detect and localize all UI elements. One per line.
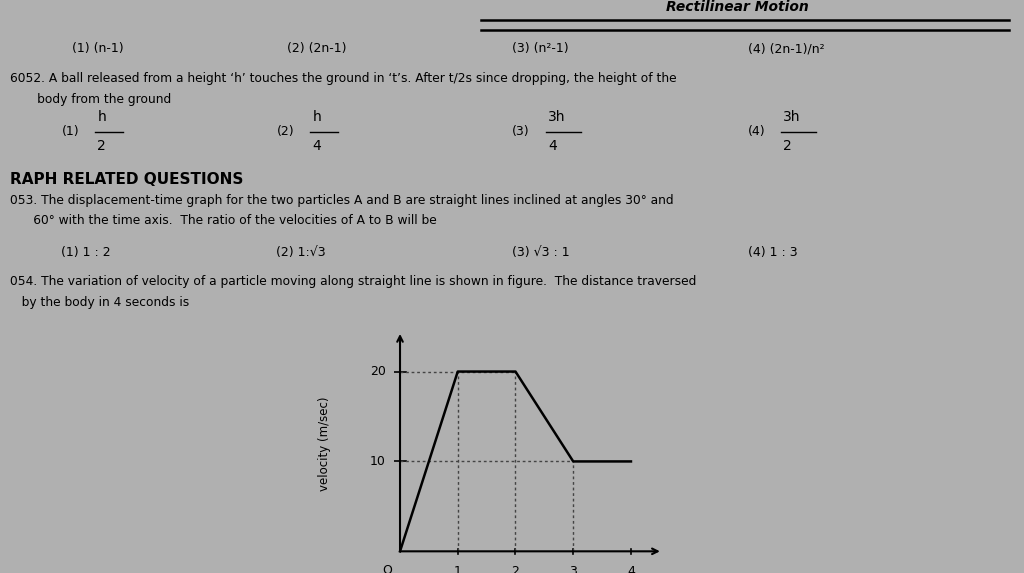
Text: (1): (1) [61, 125, 79, 138]
Text: 054. The variation of velocity of a particle moving along straight line is shown: 054. The variation of velocity of a part… [10, 275, 696, 288]
Text: 3h: 3h [783, 111, 801, 124]
Text: (1) (n-1): (1) (n-1) [72, 42, 123, 55]
Text: 4: 4 [312, 139, 322, 153]
Text: 3h: 3h [548, 111, 565, 124]
Text: 10: 10 [370, 455, 386, 468]
Text: 2: 2 [512, 565, 519, 573]
Text: (2): (2) [276, 125, 294, 138]
Text: (3): (3) [512, 125, 529, 138]
Text: 4: 4 [627, 565, 635, 573]
Text: 3: 3 [569, 565, 578, 573]
Text: O: O [382, 564, 392, 573]
Text: (3) (n²-1): (3) (n²-1) [512, 42, 568, 55]
Text: 6052. A ball released from a height ‘h’ touches the ground in ‘t’s. After t/2s s: 6052. A ball released from a height ‘h’ … [10, 72, 677, 85]
Text: RAPH RELATED QUESTIONS: RAPH RELATED QUESTIONS [10, 172, 244, 187]
Text: h: h [97, 111, 106, 124]
Text: (4) (2n-1)/n²: (4) (2n-1)/n² [748, 42, 824, 55]
Text: velocity (m/sec): velocity (m/sec) [318, 396, 332, 490]
Text: h: h [312, 111, 322, 124]
Text: (4): (4) [748, 125, 765, 138]
Text: (2) 1:√3: (2) 1:√3 [276, 246, 326, 258]
Text: 1: 1 [454, 565, 462, 573]
Text: body from the ground: body from the ground [10, 93, 171, 106]
Text: Rectilinear Motion: Rectilinear Motion [666, 1, 809, 14]
Text: (4) 1 : 3: (4) 1 : 3 [748, 246, 797, 258]
Text: 2: 2 [97, 139, 106, 153]
Text: 053. The displacement-time graph for the two particles A and B are straight line: 053. The displacement-time graph for the… [10, 194, 674, 207]
Text: (3) √3 : 1: (3) √3 : 1 [512, 246, 569, 258]
Text: by the body in 4 seconds is: by the body in 4 seconds is [10, 296, 189, 309]
Text: 20: 20 [370, 365, 386, 378]
Text: 60° with the time axis.  The ratio of the velocities of A to B will be: 60° with the time axis. The ratio of the… [10, 214, 437, 227]
Text: 4: 4 [548, 139, 557, 153]
Text: 2: 2 [783, 139, 793, 153]
Text: (2) (2n-1): (2) (2n-1) [287, 42, 346, 55]
Text: (1) 1 : 2: (1) 1 : 2 [61, 246, 111, 258]
